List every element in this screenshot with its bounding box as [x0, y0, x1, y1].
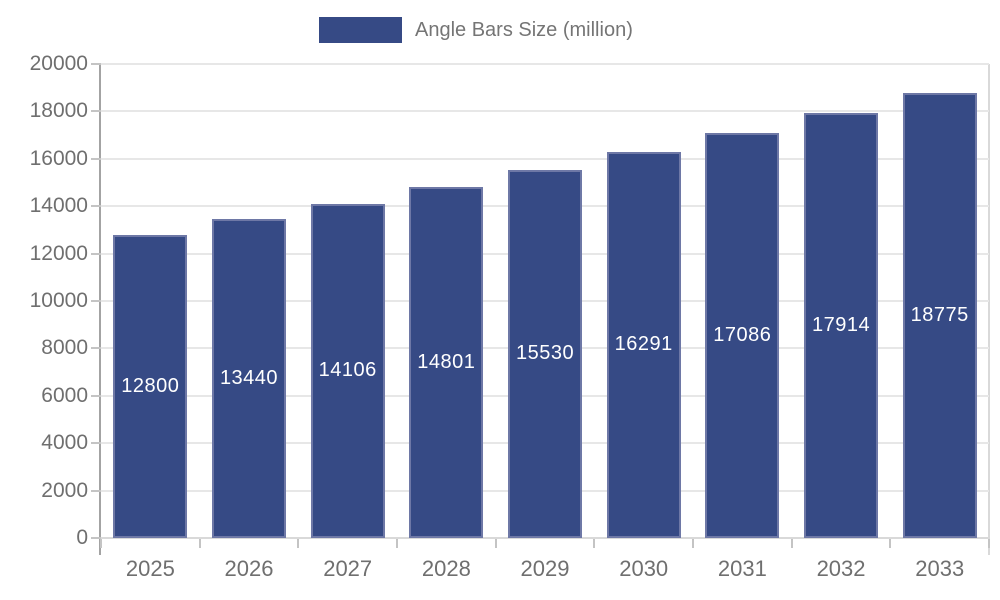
y-tick-label-18000: 18000 [29, 99, 88, 123]
bar-2028: 14801 [409, 187, 484, 538]
x-axis-labels: 2025 2026 2027 2028 2029 2030 2031 2032 2033 [101, 556, 989, 582]
y-tick-16000 [91, 157, 101, 160]
bar-value-label-2027: 14106 [318, 359, 377, 382]
plot-area: 12800 13440 14106 14801 15530 16291 17086 17914… [101, 63, 989, 538]
y-tick-18000 [91, 110, 101, 113]
x-tick-label-2030: 2030 [619, 556, 669, 581]
x-tick-label-2033: 2033 [915, 556, 965, 581]
bar-value-label-2032: 17914 [811, 314, 871, 337]
x-tick-label-2029: 2029 [520, 556, 570, 581]
bar-2033: 18775 [902, 93, 977, 538]
y-tick-label-16000: 16000 [29, 146, 88, 170]
x-tick-label-2027: 2027 [323, 556, 373, 581]
bar-slot-2026: 13440 [200, 64, 299, 538]
bar-slot-2029: 15530 [496, 64, 595, 538]
x-axis-ticks [100, 539, 990, 548]
bar-2031: 17086 [705, 133, 780, 538]
bar-2026: 13440 [212, 219, 286, 538]
bar-slot-2032: 17914 [792, 64, 891, 538]
y-axis-line [99, 64, 101, 555]
x-tick-0 [100, 539, 102, 548]
y-tick-14000 [91, 205, 101, 208]
y-tick-label-12000: 12000 [29, 241, 88, 265]
y-tick-6000 [91, 394, 101, 397]
y-tick-label-8000: 8000 [41, 336, 88, 360]
x-tick-7 [790, 539, 793, 548]
x-tick-5 [593, 539, 596, 548]
bar-value-label-2033: 18775 [910, 304, 969, 327]
bar-value-label-2030: 16291 [614, 333, 673, 356]
chart-legend: Angle Bars Size (million) [319, 17, 633, 43]
gridline-18000 [101, 110, 989, 113]
y-tick-label-6000: 6000 [41, 383, 88, 407]
x-tick-9 [988, 539, 990, 548]
x-tick-3 [396, 539, 398, 548]
bar-2032: 17914 [804, 113, 879, 538]
x-tick-label-2032: 2032 [816, 556, 866, 581]
x-tick-1 [198, 539, 201, 548]
y-tick-2000 [91, 489, 101, 492]
bar-slot-2030: 16291 [594, 64, 693, 538]
x-tick-8 [889, 539, 892, 548]
x-tick-2 [297, 539, 300, 548]
bar-value-label-2029: 15530 [515, 342, 575, 365]
y-tick-label-20000: 20000 [29, 52, 88, 75]
x-tick-label-2031: 2031 [717, 556, 767, 581]
x-tick-label-2025: 2025 [125, 556, 175, 581]
y-tick-label-2000: 2000 [41, 478, 88, 502]
gridline-20000 [101, 63, 989, 65]
x-tick-6 [692, 539, 694, 548]
y-tick-10000 [91, 300, 101, 302]
bar-series: 12800 13440 14106 14801 15530 16291 17086 17914… [101, 64, 989, 538]
x-tick-label-2026: 2026 [224, 556, 274, 581]
bar-slot-2031: 17086 [693, 64, 792, 538]
y-tick-20000 [91, 63, 101, 65]
legend-label: Angle Bars Size (million) [415, 18, 633, 41]
bar-slot-2025: 12800 [101, 64, 200, 538]
bar-value-label-2025: 12800 [121, 374, 180, 397]
bar-2025: 12800 [113, 234, 188, 538]
bar-slot-2027: 14106 [298, 64, 397, 538]
bar-2029: 15530 [508, 169, 583, 538]
y-axis-labels: 0 2000 4000 6000 8000 10000 12000 14000 16000 180… [0, 52, 88, 549]
y-tick-label-4000: 4000 [41, 431, 88, 455]
y-tick-0 [91, 537, 101, 539]
bar-value-label-2031: 17086 [713, 324, 772, 347]
bar-2027: 14106 [310, 203, 385, 538]
y-tick-label-0: 0 [76, 526, 88, 549]
y-tick-12000 [91, 252, 101, 255]
y-tick-8000 [91, 347, 101, 350]
x-tick-label-2028: 2028 [421, 556, 471, 581]
plot-right-border [988, 64, 990, 555]
x-tick-4 [494, 539, 497, 548]
bar-slot-2028: 14801 [397, 64, 496, 538]
bar-2030: 16291 [606, 151, 681, 538]
gridline-16000 [101, 157, 989, 160]
bar-slot-2033: 18775 [890, 64, 989, 538]
bar-value-label-2026: 13440 [219, 367, 279, 390]
legend-swatch [319, 17, 402, 43]
y-tick-label-10000: 10000 [29, 289, 88, 312]
y-axis-ticks [91, 63, 101, 539]
y-tick-4000 [91, 442, 101, 445]
x-axis-line [93, 537, 989, 539]
y-tick-label-14000: 14000 [29, 194, 88, 218]
bar-value-label-2028: 14801 [417, 351, 476, 374]
